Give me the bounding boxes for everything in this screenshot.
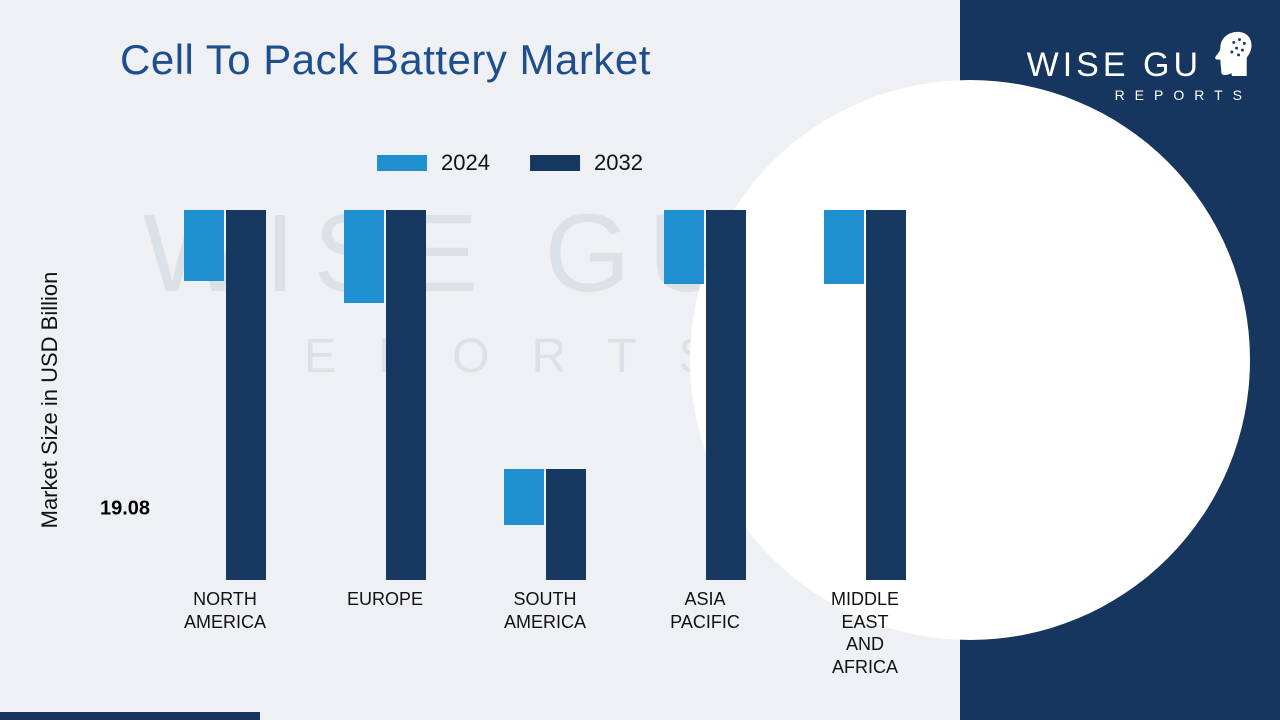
legend-swatch-2024 [377,155,427,171]
bar-2024 [504,469,544,525]
brand-logo: WISE GU REPORTS [1027,28,1252,102]
category-label: ASIA PACIFIC [640,580,770,633]
bar-2032 [546,469,586,580]
bar-2032 [386,210,426,580]
category-label: MIDDLE EAST AND AFRICA [800,580,930,678]
bar-group: MIDDLE EAST AND AFRICA [800,210,930,580]
brand-line2: REPORTS [1027,88,1252,102]
bar-2032 [866,210,906,580]
bar-2024 [344,210,384,303]
legend-label-2032: 2032 [594,150,643,176]
bar-2024 [664,210,704,284]
y-axis-label: Market Size in USD Billion [37,272,63,529]
bar-2032 [706,210,746,580]
bar-group: NORTH AMERICA [160,210,290,580]
brand-word-guy: GU [1143,28,1252,82]
brand-sidebar: WISE GU REPORTS [960,0,1280,720]
chart-title: Cell To Pack Battery Market [120,36,651,84]
brand-word-wise: WISE [1027,46,1130,84]
category-label: SOUTH AMERICA [480,580,610,633]
bottom-strip-accent [0,712,260,720]
bar-2024 [824,210,864,284]
head-silhouette-icon [1204,28,1252,76]
bar-chart: Market Size in USD Billion 2024 2032 19.… [60,160,960,640]
bar-2032 [226,210,266,580]
page-root: WISE GUY REPORTS WISE GU [0,0,1280,720]
brand-line1: WISE GU [1027,28,1252,82]
legend-label-2024: 2024 [441,150,490,176]
legend-entry-2032: 2032 [530,150,643,176]
bar-group: ASIA PACIFIC [640,210,770,580]
legend: 2024 2032 [377,150,643,176]
legend-entry-2024: 2024 [377,150,490,176]
bar-group: EUROPE [320,210,450,580]
bar-group: SOUTH AMERICA [480,469,610,580]
bar-2024 [184,210,224,281]
y-tick-label: 19.08 [100,498,150,521]
category-label: NORTH AMERICA [160,580,290,633]
legend-swatch-2032 [530,155,580,171]
category-label: EUROPE [320,580,450,611]
plot-area: NORTH AMERICAEUROPE SOUTH AMERICA ASIA PAC… [160,210,960,580]
